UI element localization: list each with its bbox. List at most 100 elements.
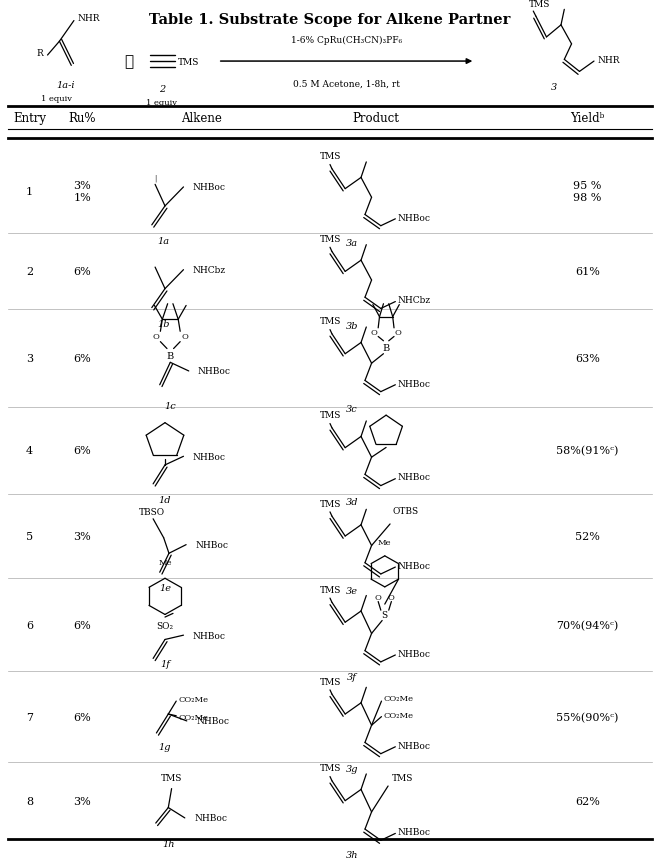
Text: 70%(94%ᶜ): 70%(94%ᶜ) [556, 620, 618, 630]
Text: TMS: TMS [529, 0, 550, 9]
Text: 5: 5 [26, 531, 33, 542]
Text: B: B [383, 344, 389, 353]
Text: 3g: 3g [346, 764, 358, 773]
Text: 3: 3 [551, 84, 558, 92]
Text: 6%: 6% [74, 712, 91, 722]
Text: 1 equiv: 1 equiv [147, 98, 177, 107]
Text: Yieldᵇ: Yieldᵇ [570, 112, 605, 125]
Text: 3b: 3b [346, 322, 358, 331]
Text: Ru%: Ru% [69, 112, 96, 125]
Text: 63%: 63% [575, 354, 600, 363]
Text: 3a: 3a [346, 239, 358, 248]
Text: 6%: 6% [74, 446, 91, 455]
Text: CO₂Me: CO₂Me [383, 694, 413, 702]
Text: CO₂Me: CO₂Me [383, 711, 413, 719]
Text: 1e: 1e [159, 584, 171, 592]
Text: O: O [375, 593, 381, 602]
Text: NHBoc: NHBoc [397, 827, 430, 836]
Text: NHBoc: NHBoc [194, 814, 227, 822]
Text: NHCbz: NHCbz [397, 296, 430, 305]
Text: 1a-i: 1a-i [57, 81, 75, 90]
Text: 7: 7 [26, 712, 33, 722]
Text: OTBS: OTBS [393, 507, 419, 516]
Text: 2: 2 [158, 85, 165, 94]
Text: 6%: 6% [74, 267, 91, 277]
Text: 3: 3 [26, 354, 33, 363]
Text: 1g: 1g [159, 742, 171, 752]
Text: 1h: 1h [162, 839, 174, 848]
Text: 6%: 6% [74, 620, 91, 630]
Text: TBSO: TBSO [139, 508, 165, 517]
Text: 3d: 3d [346, 498, 358, 507]
Text: 1f: 1f [160, 660, 170, 668]
Text: NHBoc: NHBoc [195, 541, 228, 549]
Text: TMS: TMS [320, 235, 341, 244]
Text: TMS: TMS [161, 773, 182, 782]
Text: ＋: ＋ [124, 55, 133, 69]
Text: 95 %
98 %: 95 % 98 % [574, 181, 601, 203]
Text: R: R [36, 49, 43, 58]
Text: O: O [152, 333, 159, 341]
Text: 58%(91%ᶜ): 58%(91%ᶜ) [556, 446, 618, 455]
Text: 1d: 1d [159, 495, 171, 505]
Text: Product: Product [352, 112, 400, 125]
Text: TMS: TMS [320, 317, 341, 325]
Text: 1b: 1b [158, 319, 170, 328]
Text: 1-6% CpRu(CH₃CN)₃PF₆: 1-6% CpRu(CH₃CN)₃PF₆ [291, 35, 402, 45]
Text: Me: Me [378, 538, 391, 546]
Text: 62%: 62% [575, 796, 600, 806]
Text: TMS: TMS [320, 152, 341, 161]
Text: B: B [167, 351, 174, 361]
Text: 3h: 3h [346, 851, 358, 859]
Text: 4: 4 [26, 446, 33, 455]
Text: TMS: TMS [320, 764, 341, 772]
Text: NHBoc: NHBoc [397, 649, 430, 658]
Text: O: O [371, 329, 378, 337]
Text: |: | [154, 174, 156, 183]
Text: NHBoc: NHBoc [397, 214, 430, 222]
Text: NHBoc: NHBoc [198, 367, 231, 376]
Text: NHCbz: NHCbz [193, 266, 226, 275]
Text: 3%: 3% [74, 796, 91, 806]
Text: 52%: 52% [575, 531, 600, 542]
Text: O: O [388, 593, 395, 602]
Text: 3f: 3f [347, 672, 356, 681]
Text: NHBoc: NHBoc [397, 379, 430, 388]
Text: NHBoc: NHBoc [397, 561, 430, 570]
Text: 1 equiv: 1 equiv [41, 95, 71, 103]
Text: Table 1. Substrate Scope for Alkene Partner: Table 1. Substrate Scope for Alkene Part… [149, 13, 511, 27]
Text: Entry: Entry [13, 112, 46, 125]
Text: CO₂Me: CO₂Me [178, 714, 208, 722]
Text: NHBoc: NHBoc [193, 452, 226, 461]
Text: TMS: TMS [320, 585, 341, 594]
Text: NHR: NHR [597, 56, 620, 65]
Text: 1c: 1c [164, 401, 176, 411]
Text: Me: Me [158, 559, 172, 567]
Text: TMS: TMS [178, 58, 199, 66]
Text: TMS: TMS [320, 411, 341, 419]
Text: NHBoc: NHBoc [196, 716, 229, 726]
Text: 61%: 61% [575, 267, 600, 277]
Text: TMS: TMS [320, 499, 341, 508]
Text: S: S [381, 610, 388, 619]
Text: O: O [182, 333, 188, 341]
Text: TMS: TMS [391, 773, 412, 782]
Text: 0.5 M Acetone, 1-8h, rt: 0.5 M Acetone, 1-8h, rt [293, 79, 400, 88]
Text: NHBoc: NHBoc [193, 183, 226, 192]
Text: NHBoc: NHBoc [193, 631, 226, 640]
Text: NHBoc: NHBoc [397, 740, 430, 750]
Text: TMS: TMS [320, 677, 341, 685]
Text: CO₂Me: CO₂Me [178, 695, 208, 703]
Text: SO₂: SO₂ [156, 622, 174, 630]
Text: 3%: 3% [74, 531, 91, 542]
Text: NHBoc: NHBoc [397, 473, 430, 482]
Text: Alkene: Alkene [181, 112, 222, 125]
Text: 3%
1%: 3% 1% [74, 181, 91, 203]
Text: 3c: 3c [346, 404, 358, 413]
Text: 2: 2 [26, 267, 33, 277]
Text: 3e: 3e [346, 586, 358, 595]
Text: 6: 6 [26, 620, 33, 630]
Text: 1a: 1a [158, 237, 170, 245]
Text: 1: 1 [26, 187, 33, 197]
Text: NHR: NHR [77, 15, 100, 23]
